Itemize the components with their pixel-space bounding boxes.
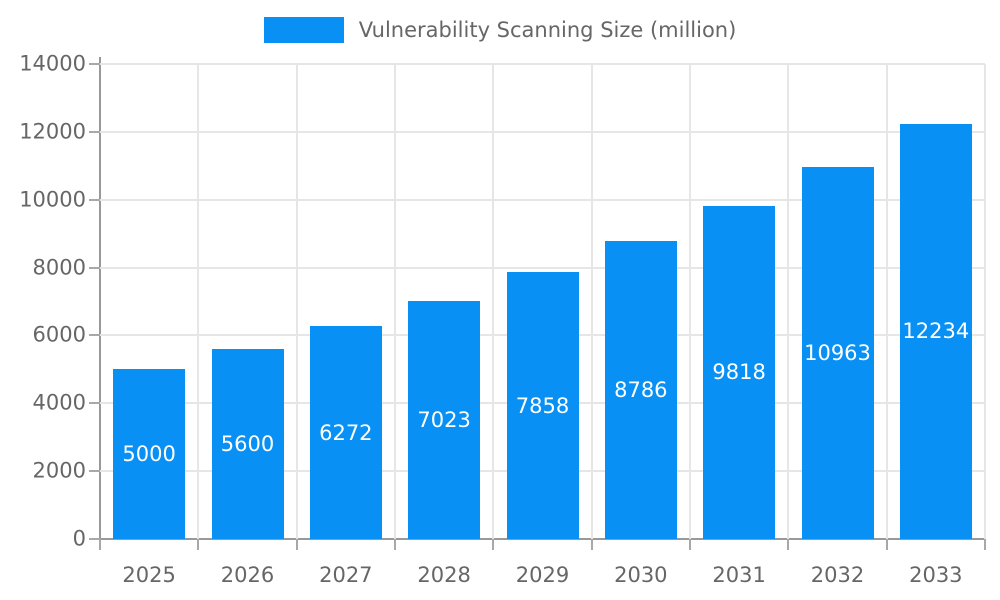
x-axis-tick (885, 539, 888, 550)
gridline-vertical (787, 64, 790, 539)
bar: 8786 (604, 240, 677, 539)
x-axis-tick (689, 539, 691, 550)
x-axis-tick (984, 539, 986, 550)
gridline-vertical (295, 64, 298, 539)
x-axis-category-label: 2026 (220, 563, 275, 587)
gridline-vertical (197, 64, 200, 539)
x-axis-category-label: 2033 (909, 563, 963, 587)
chart-legend: Vulnerability Scanning Size (million) (0, 17, 1000, 43)
x-axis-tick (787, 539, 790, 550)
gridline-horizontal (100, 266, 985, 269)
bar-value-label: 5000 (122, 442, 176, 467)
x-axis-category-label: 2031 (712, 563, 766, 587)
gridline-vertical (885, 64, 888, 539)
bar-value-label: 12234 (902, 319, 970, 344)
x-axis-category-label: 2025 (122, 563, 176, 587)
bar: 6272 (309, 326, 382, 539)
gridline-vertical (689, 64, 691, 539)
legend-swatch (263, 17, 344, 43)
bar: 12234 (899, 123, 972, 539)
gridline-horizontal (100, 130, 985, 133)
x-axis-line (89, 538, 985, 540)
gridline-vertical (984, 64, 986, 539)
y-axis-tick-label: 4000 (32, 390, 86, 415)
x-axis-category-label: 2027 (319, 563, 373, 587)
x-axis-category-label: 2029 (515, 563, 570, 587)
x-axis-tick (197, 539, 200, 550)
bar-value-label: 5600 (220, 432, 275, 456)
bar-value-label: 10963 (804, 341, 871, 366)
y-axis-tick-label: 0 (72, 526, 86, 551)
y-axis-tick-label: 8000 (32, 255, 86, 280)
bar-value-label: 6272 (319, 420, 373, 445)
x-axis-tick (492, 539, 495, 550)
bar: 9818 (703, 205, 776, 539)
x-axis-tick (295, 539, 298, 550)
y-axis-tick-label: 2000 (32, 458, 86, 483)
y-axis-tick (89, 334, 100, 337)
bar-value-label: 7858 (515, 393, 570, 418)
y-axis-tick (89, 198, 100, 201)
y-axis-tick-label: 14000 (19, 51, 86, 76)
bar-value-label: 9818 (712, 360, 766, 385)
x-axis-category-label: 2032 (810, 563, 865, 587)
gridline-vertical (492, 64, 495, 539)
x-axis-tick (99, 539, 101, 550)
legend-item[interactable]: Vulnerability Scanning Size (million) (263, 17, 737, 43)
y-axis-tick (89, 402, 100, 405)
bar: 10963 (801, 167, 874, 539)
y-axis-tick-label: 10000 (19, 187, 86, 212)
x-axis-category-label: 2028 (417, 563, 471, 587)
y-axis-tick (89, 470, 100, 473)
bar-value-label: 7023 (417, 407, 471, 432)
y-axis-tick (89, 266, 100, 269)
legend-label: Vulnerability Scanning Size (million) (358, 18, 737, 42)
gridline-vertical (394, 64, 396, 539)
bar: 5600 (211, 349, 284, 539)
y-axis-line (99, 57, 101, 550)
x-axis-tick (394, 539, 396, 550)
y-axis-tick (89, 63, 100, 65)
bar: 7858 (506, 272, 579, 539)
y-axis-tick-label: 12000 (19, 119, 86, 144)
gridline-vertical (590, 64, 593, 539)
plot-area: 0 2000 4000 6000 8000 10000 12000 14000 5000 2025… (19, 52, 986, 587)
x-axis-category-label: 2030 (614, 563, 668, 587)
y-axis-tick (89, 538, 100, 540)
y-axis-tick (89, 130, 100, 133)
gridline-horizontal (100, 198, 985, 201)
gridline-horizontal (100, 63, 985, 65)
bar-value-label: 8786 (614, 377, 668, 402)
x-axis-tick (590, 539, 593, 550)
y-axis-tick-label: 6000 (32, 322, 86, 347)
bar: 5000 (113, 369, 186, 539)
bar: 7023 (408, 300, 481, 539)
